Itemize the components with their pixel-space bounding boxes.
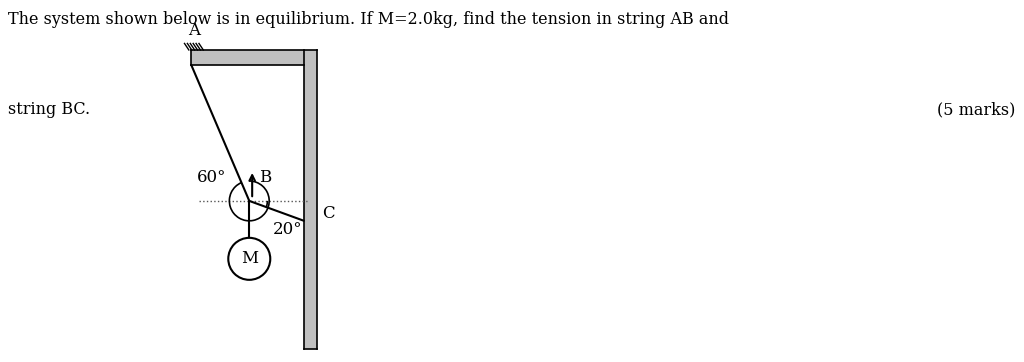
Text: M: M [241, 251, 258, 267]
Text: 60°: 60° [197, 169, 226, 186]
Bar [190, 50, 317, 65]
Text: C: C [322, 205, 334, 222]
Text: A: A [188, 22, 201, 39]
Text: The system shown below is in equilibrium. If M=2.0kg, find the tension in string: The system shown below is in equilibrium… [8, 11, 729, 28]
Bar [303, 65, 317, 349]
Text: B: B [259, 169, 271, 186]
Text: 20°: 20° [272, 221, 302, 238]
Circle shape [228, 238, 270, 280]
Text: string BC.: string BC. [8, 101, 90, 118]
Text: (5 marks): (5 marks) [937, 101, 1016, 118]
